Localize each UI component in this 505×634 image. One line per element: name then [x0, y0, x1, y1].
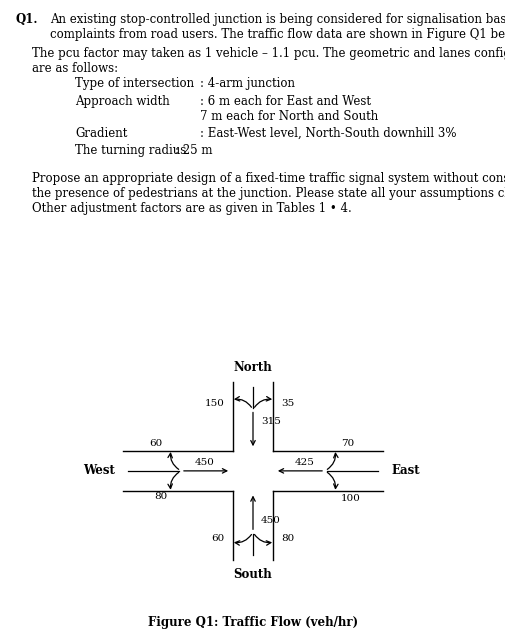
Text: 315: 315 [261, 417, 280, 426]
Text: 60: 60 [149, 439, 163, 448]
Text: 425: 425 [294, 458, 314, 467]
Text: 60: 60 [211, 534, 225, 543]
Text: Figure Q1: Traffic Flow (veh/hr): Figure Q1: Traffic Flow (veh/hr) [147, 616, 358, 629]
Text: Q1.: Q1. [16, 13, 38, 26]
Text: An existing stop-controlled junction is being considered for signalisation based: An existing stop-controlled junction is … [50, 13, 505, 41]
Text: The pcu factor may taken as 1 vehicle – 1.1 pcu. The geometric and lanes configu: The pcu factor may taken as 1 vehicle – … [32, 48, 505, 75]
Text: 35: 35 [280, 399, 294, 408]
Text: West: West [83, 464, 115, 477]
Text: Propose an appropriate design of a fixed-time traffic signal system without cons: Propose an appropriate design of a fixed… [32, 172, 505, 215]
Text: South: South [233, 568, 272, 581]
Text: 80: 80 [280, 534, 294, 543]
Text: 7 m each for North and South: 7 m each for North and South [199, 110, 378, 123]
Text: : 4-arm junction: : 4-arm junction [199, 77, 294, 91]
Text: : 6 m each for East and West: : 6 m each for East and West [199, 94, 370, 108]
Text: 450: 450 [194, 458, 215, 467]
Text: North: North [233, 361, 272, 374]
Text: 100: 100 [340, 494, 360, 503]
Text: Gradient: Gradient [75, 127, 127, 140]
Text: 80: 80 [155, 492, 168, 501]
Text: : 25 m: : 25 m [175, 144, 212, 157]
Text: East: East [390, 464, 419, 477]
Text: The turning radius: The turning radius [75, 144, 186, 157]
Text: Approach width: Approach width [75, 94, 169, 108]
Text: Type of intersection: Type of intersection [75, 77, 194, 91]
Text: 70: 70 [340, 439, 353, 448]
Text: 450: 450 [261, 516, 280, 525]
Text: : East-West level, North-South downhill 3%: : East-West level, North-South downhill … [199, 127, 456, 140]
Text: 150: 150 [205, 399, 225, 408]
